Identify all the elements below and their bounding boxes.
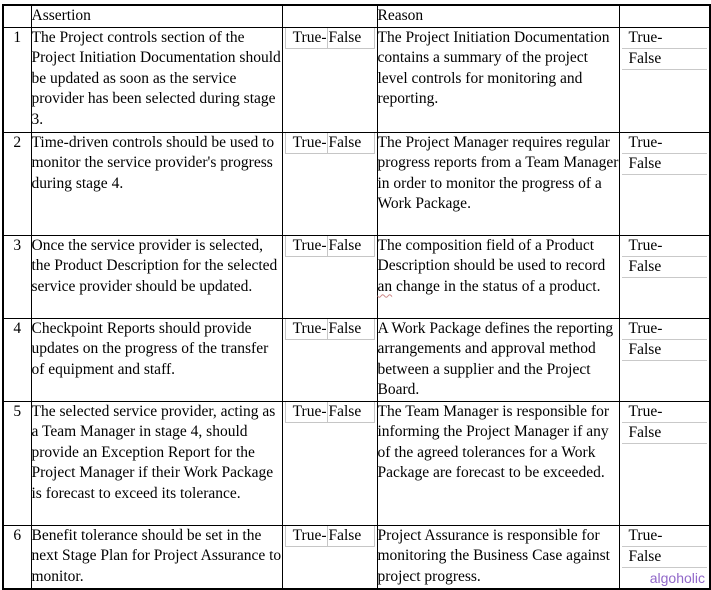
assertion-text: Benefit tolerance should be set in the n… [30, 524, 283, 589]
row-number: 5 [2, 400, 32, 526]
true-false-choice: True- False [284, 235, 375, 257]
header-num [2, 4, 32, 28]
watermark: algoholic [649, 569, 705, 586]
table-row: 2 Time-driven controls should be used to… [2, 131, 711, 236]
reason-answer-cell: True- False algoholic [618, 524, 711, 589]
true-option: True- [621, 28, 707, 49]
true-option: True- [292, 402, 327, 420]
table-row: 1 The Project controls section of the Pr… [2, 26, 711, 133]
true-false-choice: True- False [284, 132, 375, 154]
true-false-choice: True- False [621, 236, 707, 278]
reason-text: The Project Initiation Documentation con… [376, 26, 620, 133]
row-number: 4 [2, 317, 32, 402]
false-option: False [621, 154, 707, 175]
reason-text-part: The composition field of a Product Descr… [377, 236, 606, 275]
true-false-choice: True- False [284, 401, 375, 423]
header-reason-tf [618, 4, 711, 28]
true-option: True- [621, 526, 707, 547]
assertion-text: The Project controls section of the Proj… [30, 26, 283, 133]
false-option: False [621, 423, 707, 444]
reason-text: Project Assurance is responsible for mon… [376, 524, 620, 589]
reason-answer-cell: True- False [618, 400, 711, 526]
reason-text: The composition field of a Product Descr… [376, 234, 620, 319]
assertion-text: Time-driven controls should be used to m… [30, 131, 283, 236]
true-false-choice: True- False [621, 133, 707, 175]
row-number: 1 [2, 26, 32, 133]
true-option: True- [621, 319, 707, 340]
true-false-choice: True- False [284, 525, 375, 547]
true-option: True- [292, 236, 327, 254]
assertion-text: Once the service provider is selected, t… [30, 234, 283, 319]
reason-text: The Project Manager requires regular pro… [376, 131, 620, 236]
true-option: True- [621, 402, 707, 423]
false-option: False [326, 401, 374, 422]
assertion-answer-cell: True- False [281, 131, 378, 236]
true-option: True- [292, 526, 327, 544]
header-assertion: Assertion [30, 4, 283, 28]
table-row: 6 Benefit tolerance should be set in the… [2, 524, 711, 589]
reason-text-part: change in the status of a product. [392, 277, 601, 295]
header-assertion-tf [281, 4, 378, 28]
true-false-choice: True- False [621, 28, 707, 70]
true-option: True- [621, 236, 707, 257]
false-option: False [326, 318, 374, 339]
spellcheck-flagged-word: an [377, 277, 393, 295]
table-row: 4 Checkpoint Reports should provide upda… [2, 317, 711, 402]
false-option: False [326, 27, 374, 48]
reason-answer-cell: True- False [618, 234, 711, 319]
reason-text: The Team Manager is responsible for info… [376, 400, 620, 526]
assertion-answer-cell: True- False [281, 317, 378, 402]
false-option: False [326, 132, 374, 153]
false-option: False [621, 49, 707, 70]
table-row: 5 The selected service provider, acting … [2, 400, 711, 526]
assertion-answer-cell: True- False [281, 26, 378, 133]
reason-answer-cell: True- False [618, 26, 711, 133]
true-false-choice: True- False [284, 27, 375, 49]
assertion-text: The selected service provider, acting as… [30, 400, 283, 526]
row-number: 6 [2, 524, 32, 589]
false-option: False [621, 257, 707, 278]
false-option: False [621, 340, 707, 361]
true-false-choice: True- False [621, 526, 707, 568]
false-option: False [326, 235, 374, 256]
assertion-text: Checkpoint Reports should provide update… [30, 317, 283, 402]
header-reason: Reason [376, 4, 620, 28]
assertion-reason-table: Assertion Reason 1 The Project controls … [2, 4, 711, 590]
true-option: True- [292, 133, 327, 151]
assertion-answer-cell: True- False [281, 234, 378, 319]
true-false-choice: True- False [621, 319, 707, 361]
row-number: 2 [2, 131, 32, 236]
row-number: 3 [2, 234, 32, 319]
reason-answer-cell: True- False [618, 317, 711, 402]
reason-text: A Work Package defines the reporting arr… [376, 317, 620, 402]
true-option: True- [292, 319, 327, 337]
header-row: Assertion Reason [2, 4, 711, 28]
table-row: 3 Once the service provider is selected,… [2, 234, 711, 319]
assertion-answer-cell: True- False [281, 400, 378, 526]
false-option: False [621, 547, 707, 568]
false-option: False [326, 525, 374, 546]
reason-answer-cell: True- False [618, 131, 711, 236]
true-option: True- [621, 133, 707, 154]
assertion-answer-cell: True- False [281, 524, 378, 589]
true-false-choice: True- False [621, 402, 707, 444]
true-false-choice: True- False [284, 318, 375, 340]
true-option: True- [292, 28, 327, 46]
